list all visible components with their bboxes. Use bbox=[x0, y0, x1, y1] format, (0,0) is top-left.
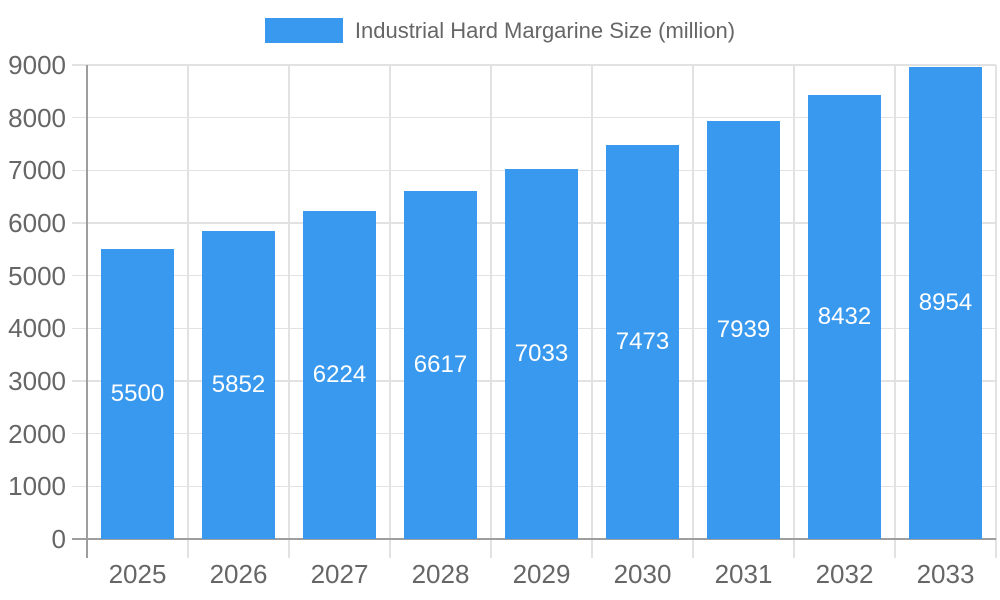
gridline-x-1 bbox=[187, 65, 189, 539]
gridline-x-9 bbox=[995, 65, 997, 539]
y-tick-label-8000: 8000 bbox=[8, 102, 66, 133]
tick-y-4000 bbox=[72, 327, 87, 330]
gridline-x-4 bbox=[490, 65, 492, 539]
bar-2026[interactable]: 5852 bbox=[202, 230, 275, 539]
plot-area: 5500 5852 6224 6617 7033 7473 7939 8432 8954 bbox=[72, 64, 997, 558]
x-tick-label-2025: 2025 bbox=[108, 559, 167, 589]
gridline-x-3 bbox=[389, 65, 391, 539]
tick-y-5000 bbox=[72, 274, 87, 277]
gridline-x-5 bbox=[591, 65, 593, 539]
bar-value-label: 7033 bbox=[514, 339, 569, 367]
bar-value-label: 7473 bbox=[615, 328, 670, 356]
tick-x-2 bbox=[288, 539, 290, 558]
bar-value-label: 7939 bbox=[716, 315, 771, 343]
gridline-x-8 bbox=[894, 65, 896, 539]
x-tick-label-2027: 2027 bbox=[310, 559, 369, 589]
bar-value-label: 8954 bbox=[918, 289, 973, 317]
gridline-x-6 bbox=[692, 65, 694, 539]
x-tick-label-2026: 2026 bbox=[209, 559, 268, 589]
bar-2025[interactable]: 5500 bbox=[101, 249, 174, 539]
x-tick-label-2031: 2031 bbox=[714, 559, 773, 589]
bar-2028[interactable]: 6617 bbox=[404, 190, 477, 539]
x-tick-label-2028: 2028 bbox=[411, 559, 470, 589]
y-tick-label-5000: 5000 bbox=[8, 260, 66, 291]
tick-y-3000 bbox=[72, 380, 87, 382]
y-tick-label-2000: 2000 bbox=[8, 418, 66, 449]
gridline-x-2 bbox=[288, 65, 290, 539]
y-tick-label-3000: 3000 bbox=[8, 366, 66, 396]
gridline-y-8000 bbox=[87, 116, 996, 119]
legend-swatch-icon bbox=[264, 18, 343, 43]
tick-y-1000 bbox=[72, 485, 87, 488]
x-tick-label-2030: 2030 bbox=[613, 559, 672, 589]
x-tick-label-2032: 2032 bbox=[815, 559, 874, 589]
tick-x-9 bbox=[995, 539, 997, 558]
tick-x-8 bbox=[894, 539, 896, 558]
tick-x-4 bbox=[490, 539, 492, 558]
y-axis-line bbox=[86, 65, 88, 558]
bar-value-label: 6224 bbox=[312, 361, 367, 389]
tick-x-7 bbox=[793, 539, 795, 558]
bar-value-label: 8432 bbox=[817, 302, 872, 330]
tick-y-7000 bbox=[72, 169, 87, 172]
y-tick-label-6000: 6000 bbox=[8, 208, 66, 238]
x-tick-label-2033: 2033 bbox=[916, 559, 975, 589]
bar-2032[interactable]: 8432 bbox=[808, 94, 881, 539]
bar-value-label: 5500 bbox=[110, 380, 165, 408]
tick-y-8000 bbox=[72, 116, 87, 119]
tick-y-2000 bbox=[72, 432, 87, 435]
gridline-x-7 bbox=[793, 65, 795, 539]
bar-2029[interactable]: 7033 bbox=[505, 168, 578, 539]
y-tick-label-9000: 9000 bbox=[8, 50, 66, 80]
x-tick-label-2029: 2029 bbox=[512, 559, 571, 589]
bar-2033[interactable]: 8954 bbox=[909, 67, 982, 539]
tick-x-5 bbox=[591, 539, 593, 558]
bar-2030[interactable]: 7473 bbox=[606, 145, 679, 539]
y-tick-label-4000: 4000 bbox=[8, 313, 66, 344]
legend-label: Industrial Hard Margarine Size (million) bbox=[354, 17, 736, 43]
bar-2027[interactable]: 6224 bbox=[303, 211, 376, 539]
y-tick-label-0: 0 bbox=[51, 524, 66, 554]
x-axis-line bbox=[72, 538, 996, 540]
tick-y-6000 bbox=[72, 222, 87, 224]
bar-2031[interactable]: 7939 bbox=[707, 120, 780, 539]
y-tick-label-1000: 1000 bbox=[8, 471, 66, 502]
tick-y-9000 bbox=[72, 64, 87, 66]
tick-x-6 bbox=[692, 539, 694, 558]
chart-legend[interactable]: Industrial Hard Margarine Size (million) bbox=[0, 17, 1000, 44]
bar-value-label: 5852 bbox=[211, 370, 266, 398]
bar-value-label: 6617 bbox=[413, 350, 468, 378]
tick-x-3 bbox=[389, 539, 391, 558]
tick-x-1 bbox=[187, 539, 189, 558]
y-axis-labels: 0 1000 2000 3000 4000 5000 6000 7000 8000 9000 bbox=[0, 52, 66, 552]
gridline-y-9000 bbox=[87, 64, 996, 66]
y-tick-label-7000: 7000 bbox=[8, 155, 66, 186]
x-axis-labels: 2025 2026 2027 2028 2029 2030 2031 2032 2033 bbox=[87, 559, 996, 589]
